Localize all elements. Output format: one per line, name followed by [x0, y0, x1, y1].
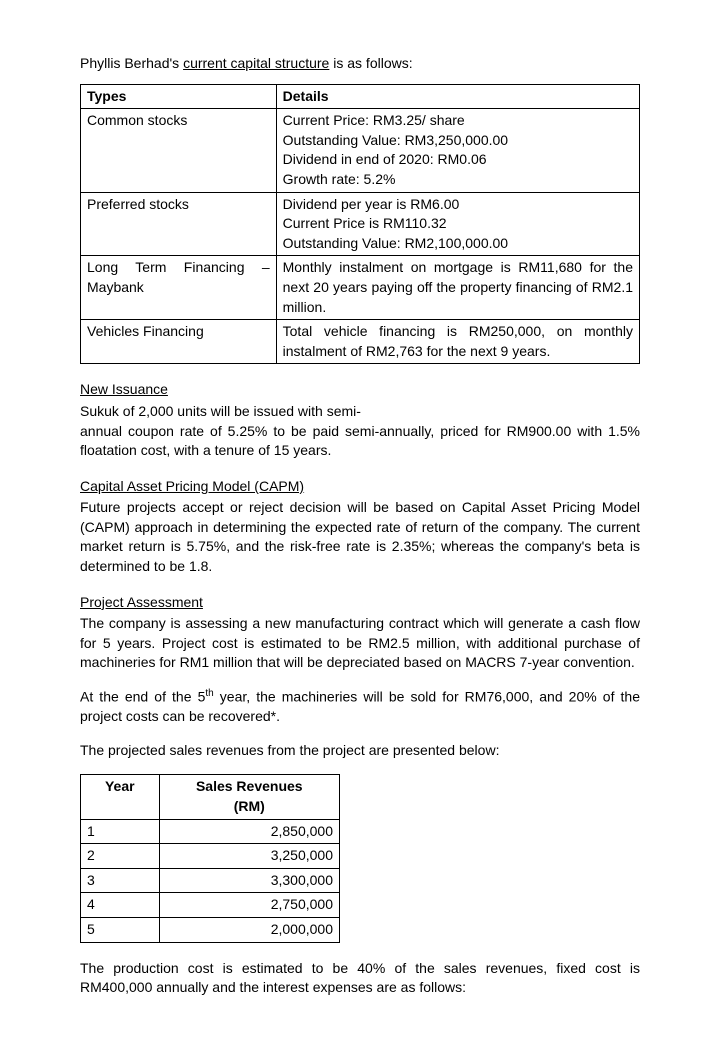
rev-cell: 2,000,000	[159, 918, 339, 943]
table-row: Long Term Financing –Maybank Monthly ins…	[81, 256, 640, 320]
details-cell: Current Price: RM3.25/ share Outstanding…	[276, 109, 639, 192]
capm-text: Future projects accept or reject decisio…	[80, 498, 640, 576]
type-cell: Long Term Financing –Maybank	[81, 256, 277, 320]
detail-line: Outstanding Value: RM3,250,000.00	[283, 131, 633, 151]
capm-heading: Capital Asset Pricing Model (CAPM)	[80, 477, 640, 497]
project-p2: At the end of the 5th year, the machiner…	[80, 687, 640, 727]
detail-line: Current Price: RM3.25/ share	[283, 111, 633, 131]
rev-cell: 2,750,000	[159, 893, 339, 918]
year-cell: 4	[81, 893, 160, 918]
detail-line: Outstanding Value: RM2,100,000.00	[283, 234, 633, 254]
header-details: Details	[276, 84, 639, 109]
p2-a: At the end of the 5	[80, 689, 205, 705]
table-header-row: Types Details	[81, 84, 640, 109]
table-row: 33,300,000	[81, 868, 340, 893]
new-issuance-line1: Sukuk of 2,000 units will be issued with…	[80, 402, 640, 422]
table-row: 42,750,000	[81, 893, 340, 918]
capital-structure-table: Types Details Common stocks Current Pric…	[80, 84, 640, 365]
project-heading: Project Assessment	[80, 593, 640, 613]
year-cell: 2	[81, 844, 160, 869]
details-cell: Total vehicle financing is RM250,000, on…	[276, 320, 639, 364]
table-row: 52,000,000	[81, 918, 340, 943]
year-cell: 3	[81, 868, 160, 893]
table-row: 23,250,000	[81, 844, 340, 869]
rev-cell: 2,850,000	[159, 819, 339, 844]
closing-text: The production cost is estimated to be 4…	[80, 959, 640, 998]
project-p1: The company is assessing a new manufactu…	[80, 614, 640, 673]
detail-line: Growth rate: 5.2%	[283, 170, 633, 190]
sales-revenue-table: Year Sales Revenues (RM) 12,850,000 23,2…	[80, 774, 340, 942]
table-row: Preferred stocks Dividend per year is RM…	[81, 192, 640, 256]
rev-cell: 3,250,000	[159, 844, 339, 869]
detail-line: Dividend in end of 2020: RM0.06	[283, 150, 633, 170]
details-cell: Dividend per year is RM6.00 Current Pric…	[276, 192, 639, 256]
header-rev-1: Sales Revenues	[196, 778, 303, 794]
intro-underline: current capital structure	[183, 55, 329, 71]
detail-line: Current Price is RM110.32	[283, 214, 633, 234]
year-cell: 5	[81, 918, 160, 943]
rev-cell: 3,300,000	[159, 868, 339, 893]
detail-line: Dividend per year is RM6.00	[283, 195, 633, 215]
p2-sup: th	[205, 688, 213, 699]
new-issuance-heading: New Issuance	[80, 380, 640, 400]
table-row: 12,850,000	[81, 819, 340, 844]
intro-prefix: Phyllis Berhad's	[80, 55, 183, 71]
table-row: Vehicles Financing Total vehicle financi…	[81, 320, 640, 364]
details-cell: Monthly instalment on mortgage is RM11,6…	[276, 256, 639, 320]
project-p3: The projected sales revenues from the pr…	[80, 741, 640, 761]
year-cell: 1	[81, 819, 160, 844]
header-rev: Sales Revenues (RM)	[159, 775, 339, 819]
intro-suffix: is as follows:	[329, 55, 412, 71]
type-cell: Common stocks	[81, 109, 277, 192]
type-cell: Vehicles Financing	[81, 320, 277, 364]
header-types: Types	[81, 84, 277, 109]
new-issuance-line2: annual coupon rate of 5.25% to be paid s…	[80, 422, 640, 461]
intro-line: Phyllis Berhad's current capital structu…	[80, 54, 640, 74]
table-header-row: Year Sales Revenues (RM)	[81, 775, 340, 819]
type-cell: Preferred stocks	[81, 192, 277, 256]
header-year: Year	[81, 775, 160, 819]
table-row: Common stocks Current Price: RM3.25/ sha…	[81, 109, 640, 192]
